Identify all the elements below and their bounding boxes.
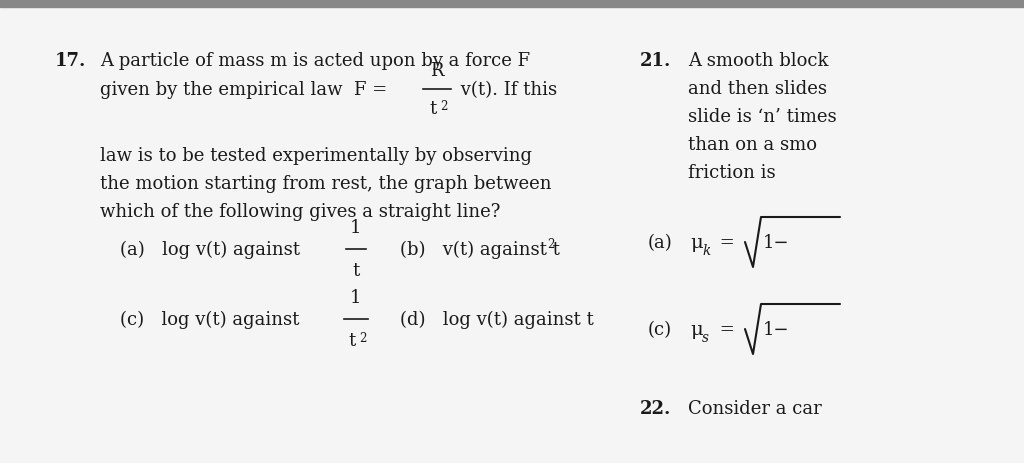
Text: 17.: 17. — [55, 52, 86, 70]
Text: (a): (a) — [648, 233, 673, 251]
Text: given by the empirical law  F =: given by the empirical law F = — [100, 81, 387, 99]
Text: 2: 2 — [359, 332, 367, 344]
Text: 21.: 21. — [640, 52, 672, 70]
Text: k: k — [702, 244, 710, 257]
Text: (c): (c) — [648, 320, 672, 338]
Text: 2: 2 — [440, 100, 447, 113]
Text: and then slides: and then slides — [688, 80, 827, 98]
Text: 1−: 1− — [763, 233, 790, 251]
Text: 1−: 1− — [763, 320, 790, 338]
Text: R: R — [430, 62, 443, 80]
Text: 1: 1 — [350, 219, 361, 237]
Text: (a)   log v(t) against: (a) log v(t) against — [120, 240, 300, 258]
Text: t: t — [429, 100, 436, 118]
Text: (b)   v(t) against t: (b) v(t) against t — [400, 240, 560, 258]
Text: (d)   log v(t) against t: (d) log v(t) against t — [400, 310, 594, 328]
Text: 1: 1 — [350, 288, 361, 307]
Text: μ: μ — [690, 320, 702, 338]
Text: =: = — [714, 320, 735, 338]
Text: μ: μ — [690, 233, 702, 251]
Bar — [0, 0, 1024, 8]
Text: =: = — [714, 233, 735, 251]
Text: 2: 2 — [547, 238, 554, 251]
Text: v(t). If this: v(t). If this — [455, 81, 557, 99]
Text: t: t — [352, 262, 359, 279]
Text: (c)   log v(t) against: (c) log v(t) against — [120, 310, 299, 328]
Text: s: s — [702, 330, 709, 344]
Text: A smooth block: A smooth block — [688, 52, 828, 70]
Text: friction is: friction is — [688, 163, 775, 181]
Text: than on a smo: than on a smo — [688, 136, 817, 154]
Text: t: t — [348, 332, 355, 349]
Text: the motion starting from rest, the graph between: the motion starting from rest, the graph… — [100, 175, 552, 193]
Text: which of the following gives a straight line?: which of the following gives a straight … — [100, 203, 501, 220]
Text: 22.: 22. — [640, 399, 672, 417]
Text: Consider a car: Consider a car — [688, 399, 821, 417]
Text: law is to be tested experimentally by observing: law is to be tested experimentally by ob… — [100, 147, 532, 165]
Text: A particle of mass m is acted upon by a force F: A particle of mass m is acted upon by a … — [100, 52, 530, 70]
Text: slide is ‘n’ times: slide is ‘n’ times — [688, 108, 837, 126]
